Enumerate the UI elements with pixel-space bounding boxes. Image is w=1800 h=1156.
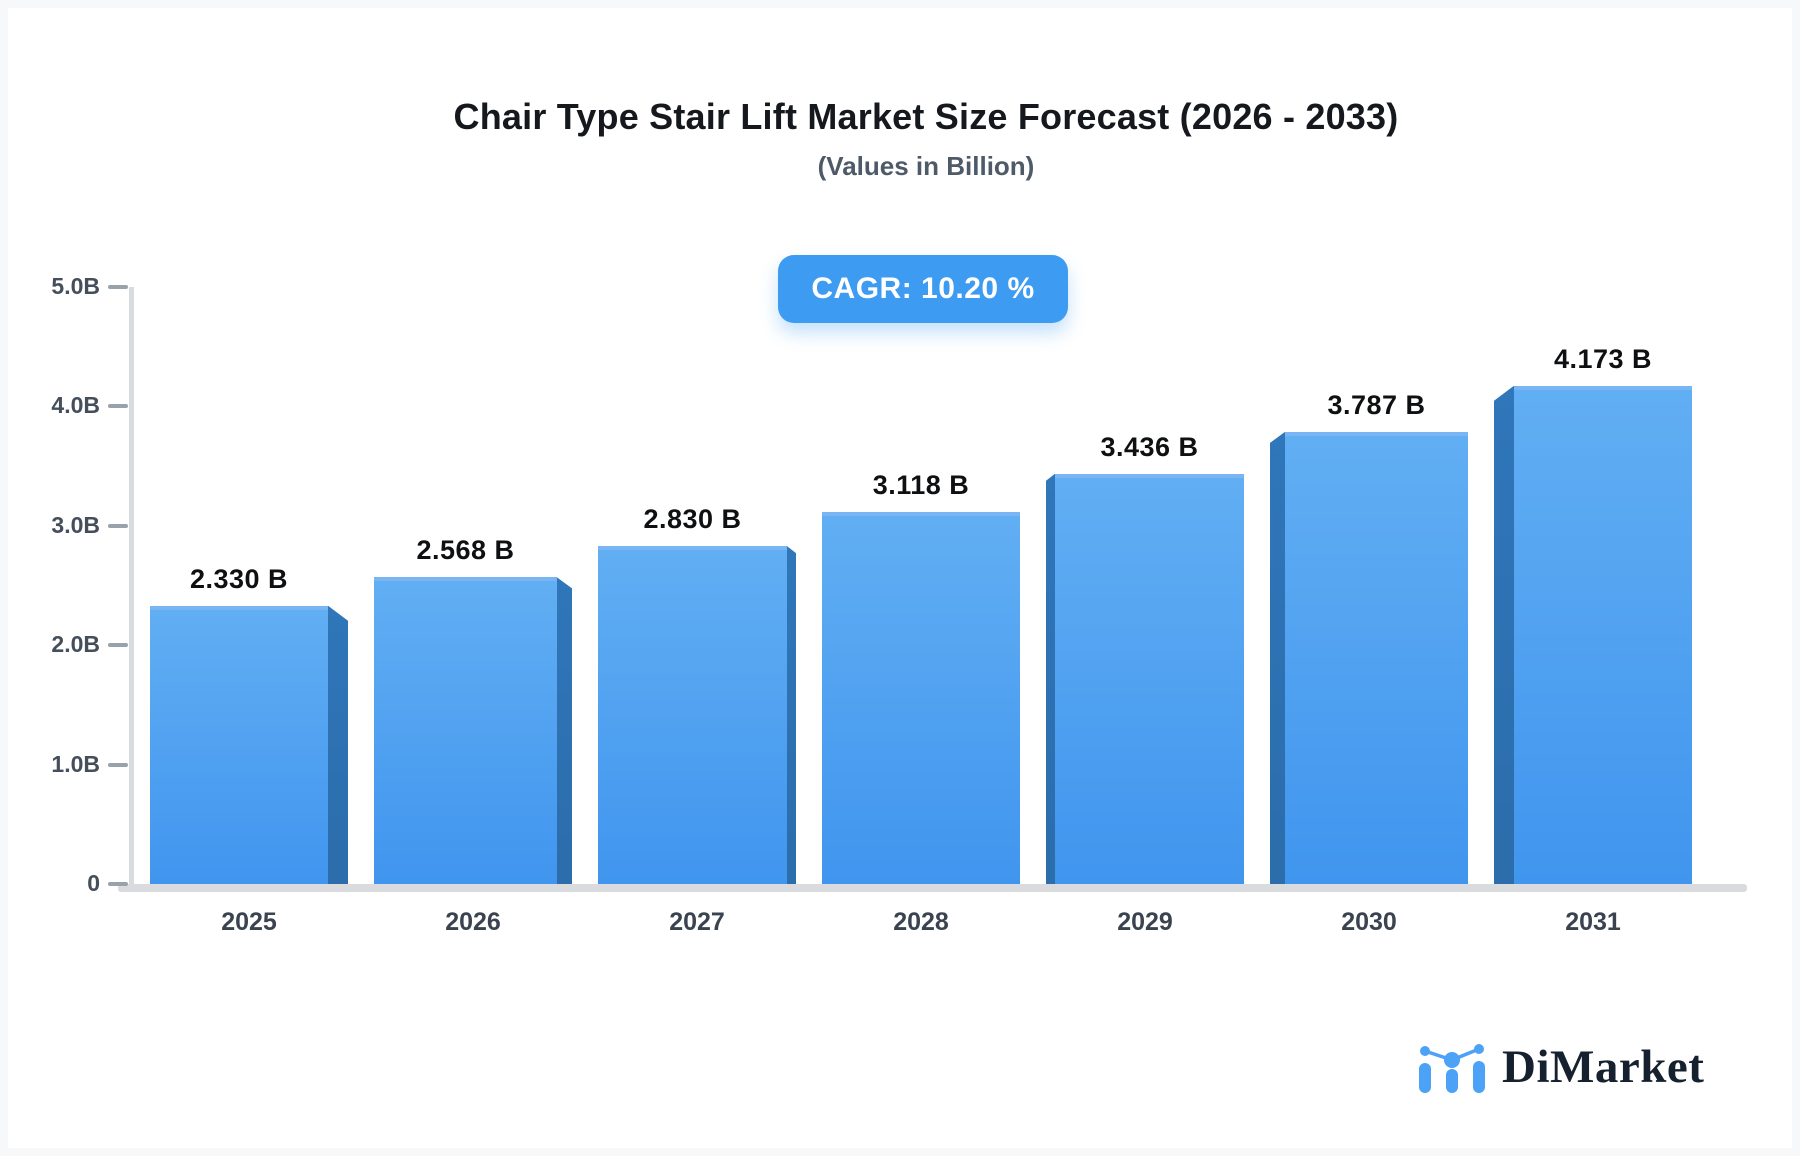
x-axis-label-2031: 2031	[1565, 908, 1621, 936]
bar-2027	[598, 546, 796, 884]
brand-logo: DiMarket	[1418, 1040, 1704, 1094]
y-axis-tick-dash	[108, 762, 128, 767]
chart-subtitle: (Values in Billion)	[817, 151, 1035, 181]
chart-card: Chair Type Stair Lift Market Size Foreca…	[8, 8, 1792, 1148]
bar-face	[1055, 473, 1244, 884]
bar-value-label: 4.173 B	[1553, 343, 1653, 374]
y-axis-tick-label: 1.0B	[51, 750, 100, 777]
x-axis-label-2030: 2030	[1341, 908, 1397, 936]
y-axis-tick-label: 4.0B	[51, 392, 100, 419]
cagr-badge: CAGR: 10.20 %	[778, 255, 1068, 323]
bar-face	[598, 546, 787, 884]
bar-face	[1514, 385, 1692, 884]
bar-2031	[1494, 385, 1692, 884]
bar-2030	[1270, 431, 1468, 884]
bar-value-label: 2.568 B	[416, 535, 515, 566]
brand-name: DiMarket	[1502, 1041, 1705, 1093]
bar-face	[150, 605, 328, 884]
bar-3d-side-face	[1270, 431, 1285, 884]
bar-value-label: 3.436 B	[1100, 431, 1199, 462]
bar-value-label: 3.118 B	[872, 469, 970, 500]
x-axis-label-2029: 2029	[1117, 908, 1173, 936]
y-axis-line	[129, 287, 134, 892]
x-axis-label-2028: 2028	[893, 908, 949, 936]
y-axis-tick-dash	[108, 404, 128, 409]
y-axis-tick-dash	[108, 882, 128, 886]
y-axis-tick-label: 0	[87, 870, 100, 896]
x-axis-label-2026: 2026	[445, 908, 501, 936]
mini-bar-chart-icon	[1419, 1044, 1485, 1093]
bar-face	[1285, 431, 1468, 884]
chart-title: Chair Type Stair Lift Market Size Foreca…	[453, 96, 1399, 137]
bar-3d-side-face	[1494, 385, 1514, 884]
y-axis-tick-dash	[108, 643, 128, 648]
bar-value-label: 2.330 B	[189, 563, 289, 594]
bar-2029	[1046, 473, 1244, 884]
y-axis-tick-dash	[108, 285, 128, 289]
bar-value-label: 2.830 B	[643, 504, 742, 535]
bar-2026	[374, 577, 572, 884]
x-axis-label-2027: 2027	[669, 908, 725, 936]
x-axis-baseline	[118, 884, 1747, 892]
y-axis-tick-label: 5.0B	[51, 273, 100, 299]
y-axis-tick-dash	[108, 523, 128, 528]
y-axis-tick-label: 2.0B	[51, 631, 100, 658]
bar-3d-side-face	[787, 546, 796, 884]
bar-face	[822, 511, 1020, 884]
y-axis-tick-label: 3.0B	[51, 511, 100, 538]
bar-2025	[150, 605, 348, 884]
bar-2028	[822, 511, 1020, 884]
bar-3d-side-face	[328, 605, 348, 884]
x-axis-label-2025: 2025	[221, 908, 277, 936]
bar-value-label: 3.787 B	[1327, 389, 1426, 420]
bar-face	[374, 577, 557, 884]
bar-3d-side-face	[1046, 473, 1055, 884]
bar-3d-side-face	[557, 577, 572, 884]
